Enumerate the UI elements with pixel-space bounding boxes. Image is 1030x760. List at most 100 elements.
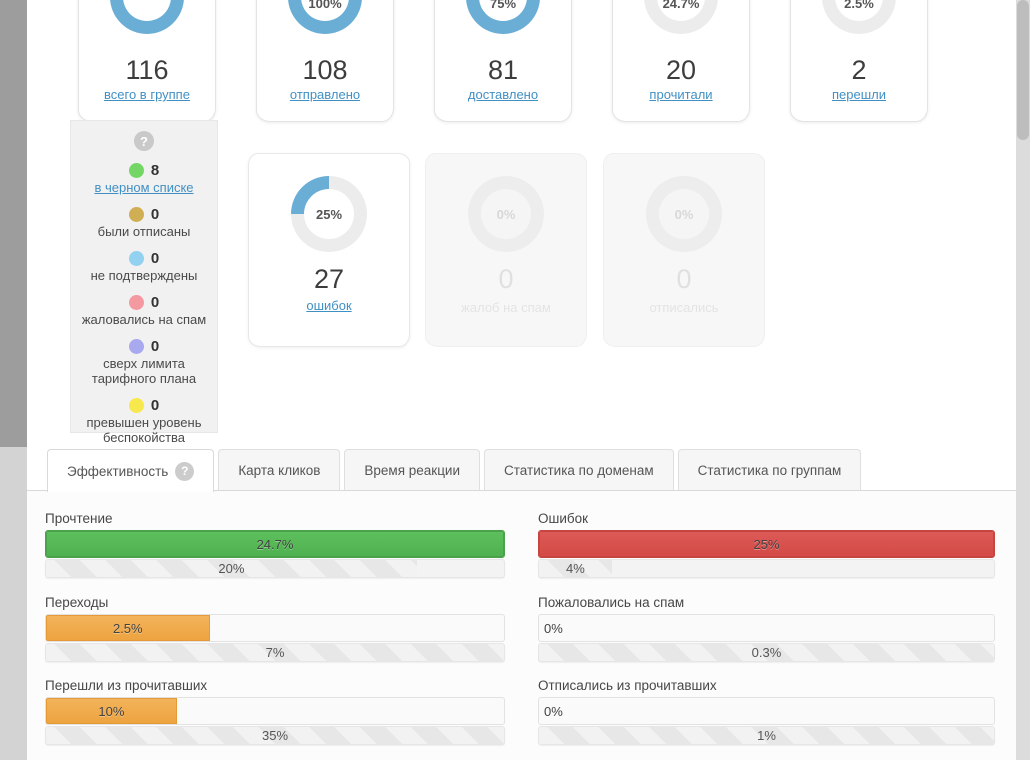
group-stat-item: 8 в черном списке [71, 163, 217, 195]
metric-average-track: 0.3% [538, 643, 995, 662]
metric-label: Ошибок [538, 511, 589, 526]
stat-value: 0 [150, 397, 160, 414]
stat-value: 0 [150, 206, 160, 223]
donut-percent-label: 0% [496, 206, 516, 222]
card-label-link[interactable]: доставлено [467, 87, 539, 102]
card-label-link[interactable]: прочитали [649, 87, 713, 102]
summary-card-total: 116 всего в группе [78, 0, 216, 122]
card-count: 0 [676, 264, 692, 294]
stat-label: сверх лимита тарифного плана [91, 356, 197, 386]
left-gutter-bottom [0, 447, 27, 760]
tabs-divider [27, 490, 1016, 491]
group-stat-item: 0 жаловались на спам [71, 295, 217, 327]
result-card-unsubscribed: 0% 0 отписались [603, 153, 765, 347]
metric-bar-track: 0% [538, 697, 995, 725]
help-icon[interactable]: ? [134, 131, 154, 151]
progress-donut: 24.7% [644, 0, 718, 34]
stat-value: 0 [150, 294, 160, 311]
group-stat-item: 0 были отписаны [71, 207, 217, 239]
progress-donut: 25% [291, 176, 367, 252]
progress-donut [110, 0, 184, 34]
metric-unsub-to-open: Отписались из прочитавших 0% 1% [538, 678, 995, 745]
metric-bar-fill: 0% [544, 703, 563, 719]
spam-complaint-dot-icon [128, 295, 144, 310]
metric-bar-fill: 25% [539, 531, 994, 557]
group-stat-item: 0 сверх лимита тарифного плана [71, 339, 217, 386]
metric-label: Прочтение [45, 511, 113, 526]
tab-label: Время реакции [364, 462, 461, 478]
anxiety-level-dot-icon [128, 398, 144, 413]
donut-percent-label: 75% [489, 0, 517, 11]
summary-card-read: 24.7% 20 прочитали [612, 0, 750, 122]
group-stats-panel: ? 8 в черном списке 0 были отписаны 0 не… [70, 120, 218, 445]
metric-spam-rate: Пожаловались на спам 0% 0.3% [538, 595, 995, 662]
metric-bar-fill: 0% [544, 620, 563, 636]
progress-donut: 100% [288, 0, 362, 34]
over-limit-dot-icon [128, 339, 144, 354]
left-gutter-top [0, 0, 27, 447]
tab-label: Эффективность [67, 463, 169, 479]
tab-label: Статистика по группам [697, 462, 842, 478]
card-count: 0 [498, 264, 514, 294]
card-label-link[interactable]: ошибок [306, 298, 352, 313]
metric-average-fill: 20% [46, 560, 417, 577]
card-count: 27 [313, 264, 345, 294]
summary-card-delivered: 75% 81 доставлено [434, 0, 572, 122]
metric-label: Переходы [45, 595, 109, 610]
card-label-link[interactable]: отправлено [289, 87, 361, 102]
metric-average-fill: 35% [46, 727, 504, 744]
card-count: 81 [487, 55, 519, 85]
donut-percent-label: 100% [308, 0, 342, 11]
tab-reaction-time[interactable]: Время реакции [344, 449, 481, 490]
metric-bar-track: 10% [45, 697, 505, 725]
result-card-errors: 25% 27 ошибок [248, 153, 410, 347]
tab-click-map[interactable]: Карта кликов [218, 449, 341, 490]
metric-average-track: 35% [45, 726, 505, 745]
metric-click-to-open: Перешли из прочитавших 10% 35% [45, 678, 505, 745]
card-label-link[interactable]: перешли [831, 87, 886, 102]
stat-label: превышен уровень беспокойства [86, 415, 202, 445]
card-count: 108 [302, 55, 348, 85]
help-icon[interactable]: ? [175, 461, 195, 481]
stat-value: 8 [150, 162, 160, 179]
metric-average-track: 20% [45, 559, 505, 578]
tab-label: Статистика по доменам [504, 462, 654, 478]
metric-average-track: 1% [538, 726, 995, 745]
summary-card-sent: 100% 108 отправлено [256, 0, 394, 122]
stat-value: 0 [150, 250, 160, 267]
progress-donut: 2.5% [822, 0, 896, 34]
metric-bar-track: 24.7% [45, 530, 505, 558]
scrollbar-track[interactable] [1016, 0, 1030, 760]
result-card-spam: 0% 0 жалоб на спам [425, 153, 587, 347]
effectiveness-panel: Прочтение 24.7% 20% Переходы 2.5% 7% Пер… [27, 491, 1016, 760]
progress-donut: 75% [466, 0, 540, 34]
tab-group-stats[interactable]: Статистика по группам [677, 449, 862, 490]
metric-bar-fill: 24.7% [46, 531, 504, 557]
metric-label: Пожаловались на спам [538, 595, 685, 610]
metric-average-fill: 0.3% [539, 644, 994, 661]
unsubscribed-dot-icon [128, 207, 144, 222]
donut-percent-label: 24.7% [662, 0, 700, 11]
blacklist-dot-icon [128, 163, 144, 178]
progress-donut: 0% [646, 176, 722, 252]
metric-error-rate: Ошибок 25% 4% [538, 511, 995, 578]
metric-average-fill: 7% [46, 644, 504, 661]
metric-bar-fill: 2.5% [46, 615, 210, 641]
stat-label-link[interactable]: в черном списке [94, 180, 194, 195]
stat-label: не подтверждены [90, 268, 198, 283]
scrollbar-thumb[interactable] [1017, 0, 1029, 140]
tab-domain-stats[interactable]: Статистика по доменам [484, 449, 674, 490]
card-count: 2 [851, 55, 867, 85]
card-label-link[interactable]: всего в группе [104, 87, 190, 102]
summary-card-clicked: 2.5% 2 перешли [790, 0, 928, 122]
tab-effectiveness[interactable]: Эффективность ? [47, 449, 215, 492]
group-stat-item: 0 не подтверждены [71, 251, 217, 283]
metric-average-fill: 1% [539, 727, 994, 744]
progress-donut: 0% [468, 176, 544, 252]
donut-percent-label: 2.5% [844, 0, 874, 11]
metric-bar-track: 25% [538, 530, 995, 558]
stat-label: были отписаны [97, 224, 191, 239]
donut-percent-label: 0% [674, 206, 694, 222]
metric-bar-fill: 10% [46, 698, 177, 724]
